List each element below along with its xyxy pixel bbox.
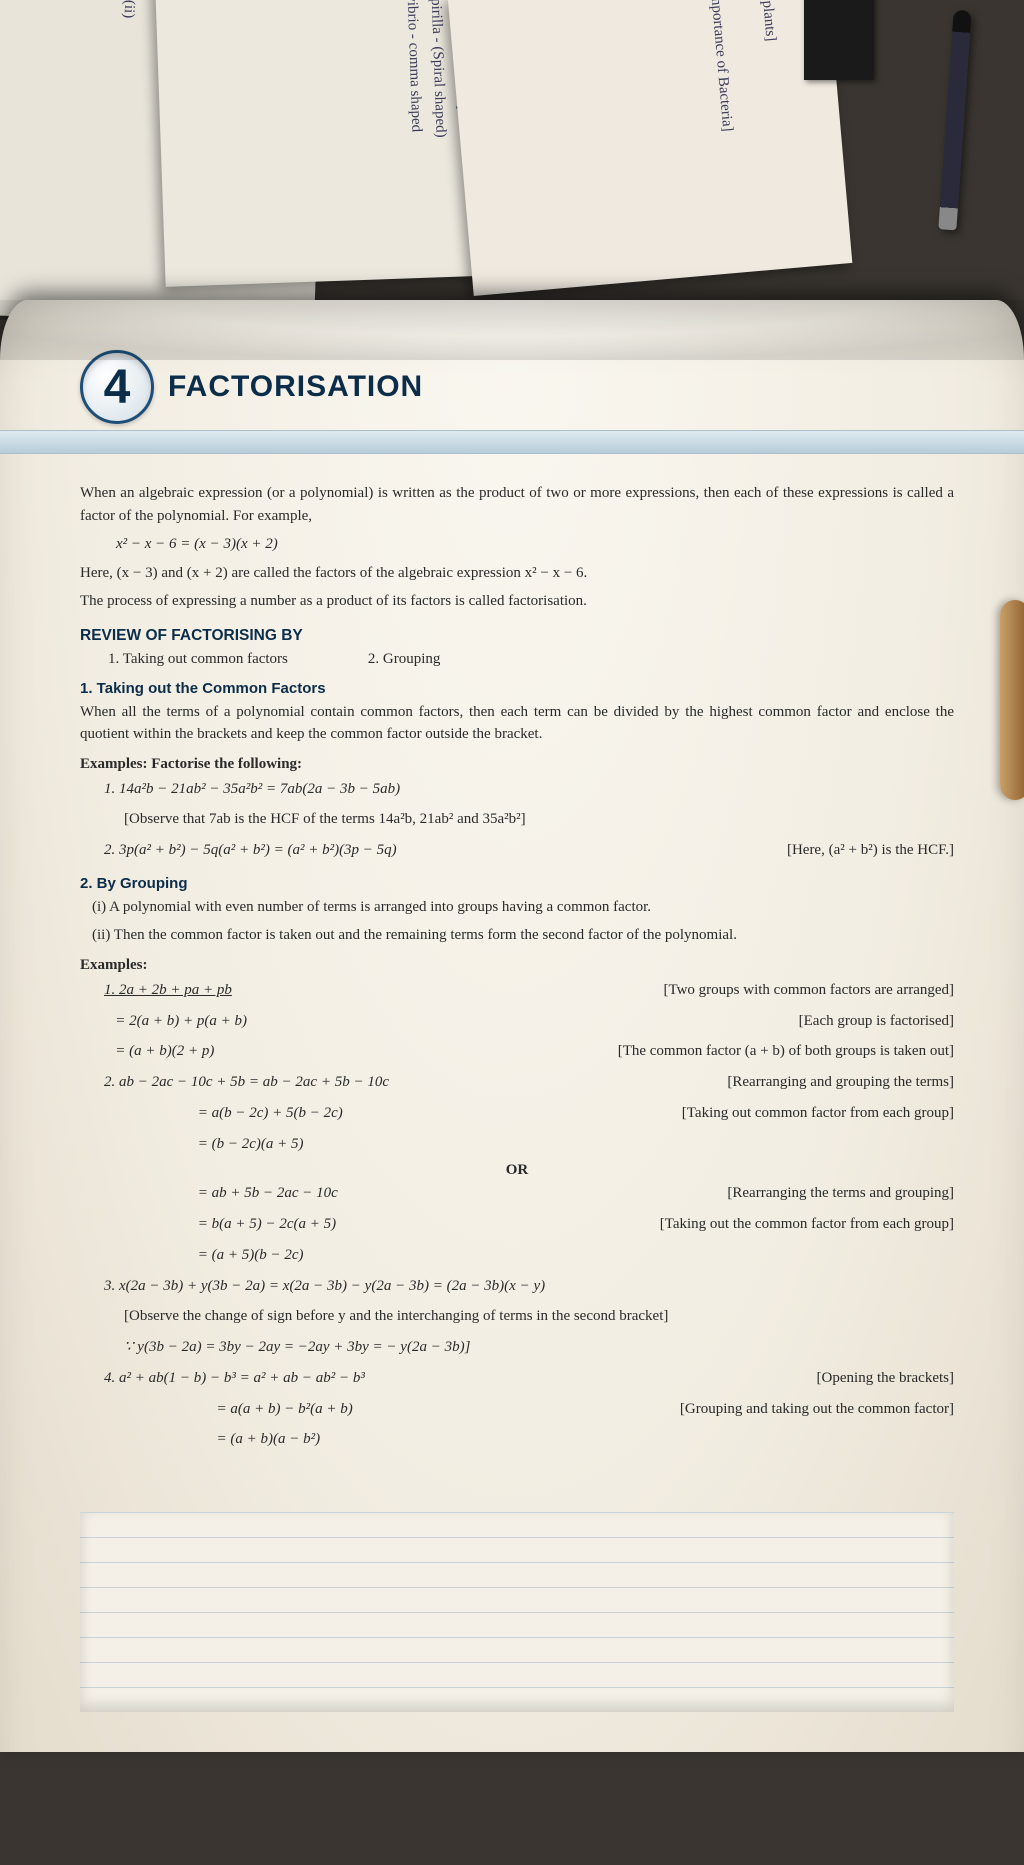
section-1-heading: 1. Taking out the Common Factors [80,680,954,697]
intro-paragraph-1: When an algebraic expression (or a polyn… [80,482,954,527]
review-item-2: 2. Grouping [368,651,441,668]
clipboard-clip [804,0,874,80]
review-list: 1. Taking out common factors 2. Grouping [108,651,954,668]
intro-equation: x² − x − 6 = (x − 3)(x + 2) [116,533,954,556]
s2-e2-l3: = (b − 2c)(a + 5) [104,1132,954,1157]
s2-e1-l2: = 2(a + b) + p(a + b)[Each group is fact… [104,1009,954,1034]
s2-e3-because: ∵ y(3b − 2a) = 3by − 2ay = −2ay + 3by = … [124,1335,954,1360]
section-1-paragraph: When all the terms of a polynomial conta… [80,701,954,746]
s1-example-1: 1. 14a²b − 21ab² − 35a²b² = 7ab(2a − 3b … [104,777,954,802]
s2-e2-l1: 2. ab − 2ac − 10c + 5b = ab − 2ac + 5b −… [104,1070,954,1095]
chapter-title-bar [0,430,1024,454]
review-item-1: 1. Taking out common factors [108,651,288,668]
pen [938,10,971,231]
section-2-ii: (ii) Then the common factor is taken out… [92,924,954,947]
chapter-title: FACTORISATION [168,370,954,404]
intro-paragraph-3: The process of expressing a number as a … [80,590,954,613]
s2-e1-l1: 1. 2a + 2b + pa + pb[Two groups with com… [104,978,954,1003]
s1-example-2: 2. 3p(a² + b²) − 5q(a² + b²) = (a² + b²)… [104,838,954,863]
handwritten-note-3: n plants] mportance of Bacteria] [448,0,853,296]
chapter-header: 4 FACTORISATION [80,350,954,424]
s1-example-1-observe: [Observe that 7ab is the HCF of the term… [124,807,954,832]
s2-e1-l3: = (a + b)(2 + p)[The common factor (a + … [104,1039,954,1064]
section-2-examples-head: Examples: [80,957,954,974]
s2-e2-l2: = a(b − 2c) + 5(b − 2c)[Taking out commo… [104,1101,954,1126]
or-divider: OR [80,1162,954,1179]
s2-e2-l6: = (a + 5)(b − 2c) [104,1243,954,1268]
textbook-page: 4 FACTORISATION When an algebraic expres… [0,300,1024,1752]
ruled-notebook-below [80,1512,954,1712]
review-heading: REVIEW OF FACTORISING BY [80,627,954,645]
section-1-examples-head: Examples: Factorise the following: [80,756,954,773]
s2-e4-l1: 4. a² + ab(1 − b) − b³ = a² + ab − ab² −… [104,1366,954,1391]
section-2-heading: 2. By Grouping [80,875,954,892]
s2-e2-l4: = ab + 5b − 2ac − 10c[Rearranging the te… [104,1181,954,1206]
s2-e4-l3: = (a + b)(a − b²) [104,1427,954,1452]
s2-e2-l5: = b(a + 5) − 2c(a + 5)[Taking out the co… [104,1212,954,1237]
desk-background: When is chemical energy The chemical ene… [0,0,1024,320]
s2-e3: 3. x(2a − 3b) + y(3b − 2a) = x(2a − 3b) … [104,1274,954,1299]
chapter-number-badge: 4 [80,350,154,424]
intro-paragraph-2: Here, (x − 3) and (x + 2) are called the… [80,562,954,585]
s2-e4-l2: = a(a + b) − b²(a + b)[Grouping and taki… [104,1397,954,1422]
section-2-i: (i) A polynomial with even number of ter… [92,896,954,919]
s2-e3-observe: [Observe the change of sign before y and… [124,1304,954,1329]
